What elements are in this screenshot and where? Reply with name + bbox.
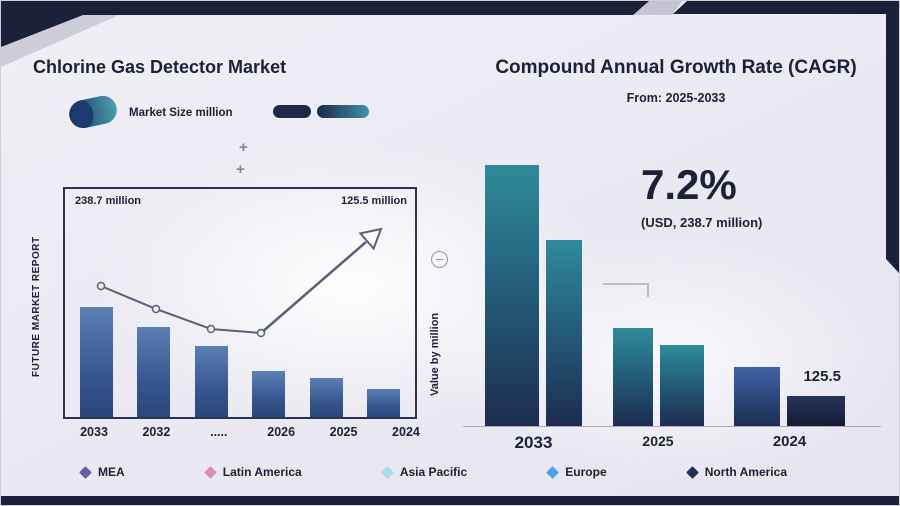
market-size-bar (137, 327, 171, 417)
annotation-2024-value: 125.5 (803, 368, 841, 385)
page-title-right: Compound Annual Growth Rate (CAGR) (495, 57, 857, 78)
cagr-bar (612, 328, 653, 427)
cagr-bar (659, 345, 704, 427)
x-axis-tick-label: ..... (210, 425, 228, 439)
left-chart-bars (65, 205, 415, 417)
pill-segment (317, 105, 369, 118)
legend-label: Latin America (222, 465, 302, 479)
diamond-icon (203, 465, 217, 479)
y-axis-label: Value by million (429, 312, 441, 396)
x-axis-baseline (463, 426, 881, 427)
x-axis-tick-label: 2033 (514, 433, 553, 452)
diamond-icon (79, 465, 92, 479)
bar-group: 125.5 (734, 367, 845, 427)
market-size-bar (252, 371, 286, 417)
legend-item: MEA (79, 465, 125, 479)
market-size-legend-label: Market Size million (129, 107, 233, 119)
x-axis-tick-label: 2025 (329, 425, 358, 439)
pill-divider (273, 105, 369, 118)
bar-cell (75, 205, 117, 417)
chart-legend: MEA Latin America Asia Pacific Europe North … (79, 465, 787, 479)
x-axis-tick-label: 2032 (142, 425, 171, 439)
legend-label: North America (704, 465, 787, 479)
x-axis-tick-label: 2025 (642, 433, 674, 449)
minus-circle-icon (431, 251, 448, 268)
bottom-band (1, 496, 899, 505)
bar-cell (305, 205, 347, 417)
page-title-left: Chlorine Gas Detector Market (33, 57, 287, 77)
right-chart-x-labels: 2033 2025 2024 (463, 433, 881, 453)
legend-item: Asia Pacific (380, 465, 468, 479)
diamond-icon (546, 465, 560, 479)
cagr-bar (485, 165, 539, 427)
cagr-caption: (USD, 238.7 million) (641, 215, 763, 230)
x-axis-tick-label: 2024 (772, 433, 807, 450)
market-size-bar (309, 378, 343, 417)
plus-icon: + (239, 139, 248, 156)
cagr-value: 7.2% (641, 161, 737, 208)
top-band-right (673, 1, 899, 14)
market-size-bar (194, 346, 228, 417)
bar-cell (190, 205, 232, 417)
market-size-bar (79, 307, 113, 417)
diamond-icon (685, 465, 699, 479)
x-axis-tick-label: 2033 (80, 425, 108, 439)
bar-cell (133, 205, 175, 417)
bar-cell (248, 205, 290, 417)
legend-item: Latin America (203, 465, 302, 479)
legend-item: North America (685, 465, 787, 479)
bar-group (612, 328, 704, 427)
bar-cell (363, 205, 405, 417)
legend-item: Europe (546, 465, 607, 479)
cagr-bar (546, 240, 582, 427)
vertical-watermark: FUTURE MARKET REPORT (31, 236, 42, 378)
x-axis-tick-label: 2026 (267, 425, 296, 439)
cylinder-icon (65, 91, 121, 138)
pill-segment (273, 105, 311, 118)
diamond-icon (380, 465, 394, 479)
x-axis-tick-label: 2024 (392, 425, 420, 439)
right-edge-bar (886, 1, 899, 273)
plus-icon: + (236, 161, 245, 178)
cagr-bar (787, 396, 845, 427)
cagr-bar (734, 367, 780, 427)
market-size-chart: 238.7 million 125.5 million (63, 187, 417, 419)
market-size-bar (367, 389, 401, 417)
legend-label: Europe (565, 465, 607, 479)
top-band-left (1, 1, 649, 15)
legend-label: MEA (98, 465, 125, 479)
left-chart-x-labels: 2033 2032..... 2026 2025 2024 (63, 425, 437, 439)
bar-group (485, 165, 582, 427)
page-subtitle-right: From: 2025-2033 (626, 91, 726, 105)
legend-label: Asia Pacific (399, 465, 468, 479)
